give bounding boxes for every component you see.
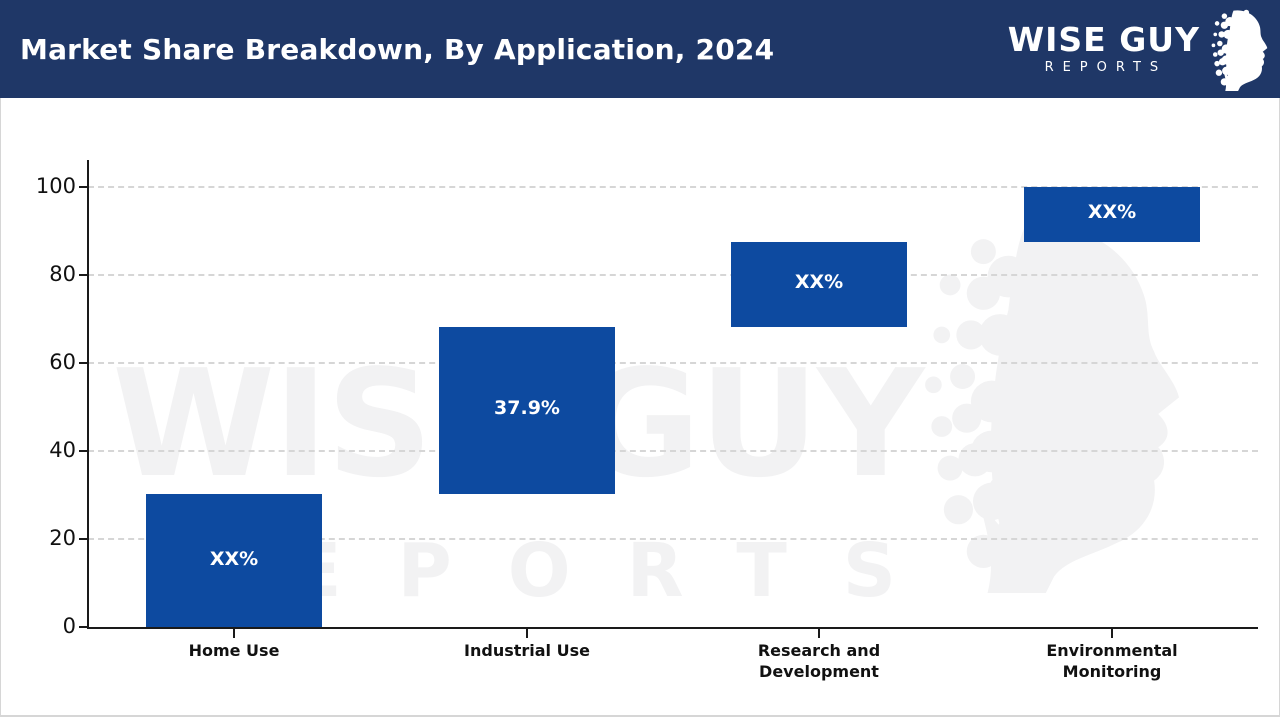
x-tick [1111, 629, 1113, 638]
category-label: Industrial Use [464, 641, 590, 660]
bar-value-label: XX% [1087, 201, 1137, 223]
category-label: Environmental Monitoring [1046, 641, 1178, 681]
x-tick [233, 629, 235, 638]
brand-name: WISE GUY [1007, 20, 1200, 59]
x-axis-line [87, 627, 1258, 629]
bar-segment [146, 494, 322, 627]
y-tick-40 [79, 450, 88, 452]
y-tick-label-40: 40 [49, 438, 76, 462]
dotted-face-logo-icon [1211, 9, 1268, 91]
gridline-80 [88, 274, 1258, 276]
bar-value-label: 37.9% [494, 397, 560, 419]
y-axis-line [87, 160, 89, 629]
bar-segment [1024, 187, 1200, 242]
y-tick-100 [79, 186, 88, 188]
gridline-100 [88, 186, 1258, 188]
y-tick-60 [79, 362, 88, 364]
bar-segment [439, 327, 615, 494]
category-label: Home Use [188, 641, 280, 660]
gridline-60 [88, 362, 1258, 364]
page-title: Market Share Breakdown, By Application, … [20, 32, 775, 66]
y-tick-20 [79, 538, 88, 540]
y-tick-label-60: 60 [49, 350, 76, 374]
brand-logo-text: WISE GUY REPORTS [1007, 20, 1200, 76]
x-tick [526, 629, 528, 638]
category-label: Research and Development [757, 641, 881, 681]
brand-subname: REPORTS [1044, 60, 1168, 75]
bar-value-label: XX% [794, 271, 844, 293]
watermark-dotted-face-icon [925, 222, 1180, 593]
bar-segment [731, 242, 907, 327]
y-tick-0 [79, 626, 88, 628]
y-tick-label-20: 20 [49, 526, 76, 550]
y-tick-label-100: 100 [35, 174, 76, 198]
gridline-20 [88, 538, 1258, 540]
bar-value-label: XX% [209, 548, 259, 570]
y-tick-label-0: 0 [62, 614, 76, 638]
y-tick-80 [79, 274, 88, 276]
y-tick-label-80: 80 [49, 262, 76, 286]
header-bar: Market Share Breakdown, By Application, … [0, 0, 1280, 98]
x-tick [818, 629, 820, 638]
gridline-40 [88, 450, 1258, 452]
brand-logo: WISE GUY REPORTS [1008, 0, 1272, 98]
